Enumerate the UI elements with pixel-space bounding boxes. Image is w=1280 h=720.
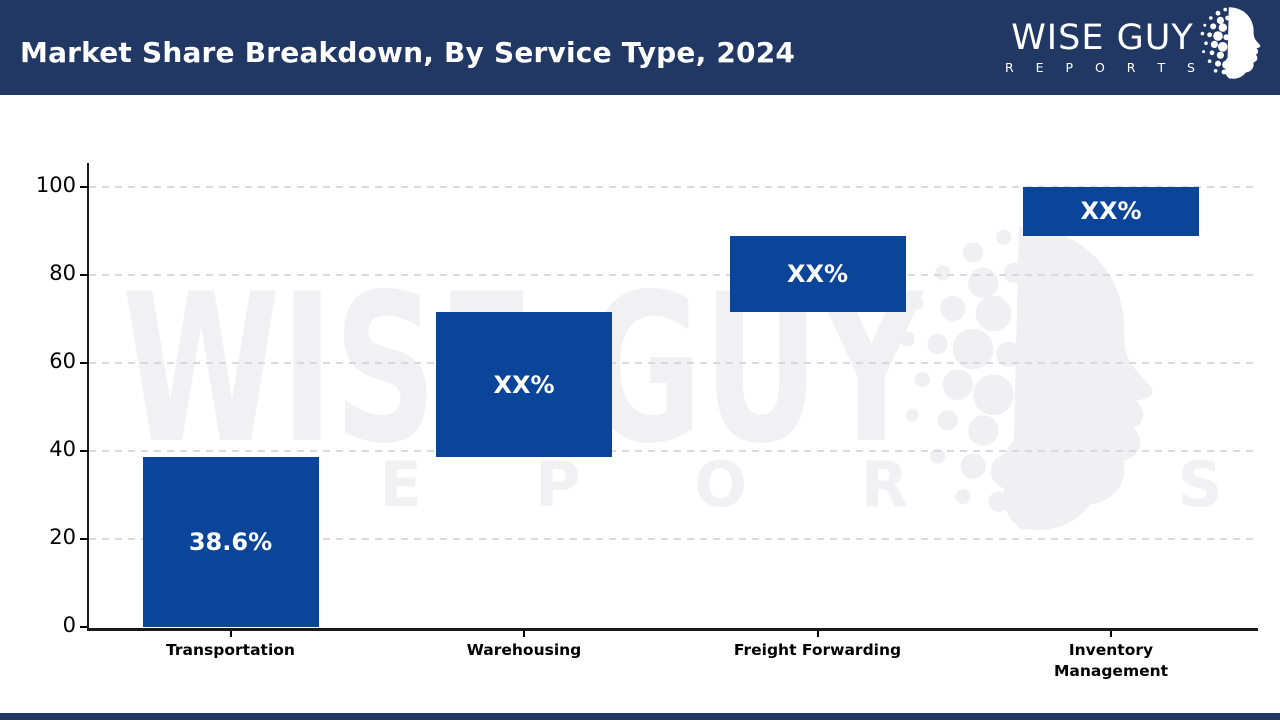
y-axis-tick-mark [79,450,87,452]
bar-value-label: XX% [493,370,555,399]
x-axis-tick-mark [1110,631,1112,637]
category-label-1: Warehousing [466,641,582,659]
y-axis-tick-mark [79,626,87,628]
brand-head-icon [1200,6,1261,79]
header-bar: Market Share Breakdown, By Service Type,… [0,0,1280,95]
gridline-40 [89,450,1257,452]
gridline-20 [89,538,1257,540]
brand-reports-text: R E P O R T S [1004,59,1204,75]
bar-2 [729,235,906,312]
bar-0 [142,457,319,627]
gridline-80 [89,274,1257,276]
y-axis-tick-mark [79,186,87,188]
y-axis-tick-label: 80 [49,261,76,285]
bar-3 [1023,187,1199,236]
y-axis-tick-mark [79,362,87,364]
y-axis-line [86,163,89,631]
category-label-0: Transportation [166,641,295,659]
brand-logo-text: WISE GUY R E P O R T S [1001,17,1204,75]
bar-value-label: XX% [1080,197,1142,226]
y-axis-tick-mark [79,274,87,276]
bar-1 [436,311,612,458]
page-title: Market Share Breakdown, By Service Type,… [20,36,796,69]
y-axis-tick-label: 100 [35,173,76,197]
bar-value-label: 38.6% [188,528,273,557]
bar-value-label: XX% [786,259,849,288]
gridline-60 [89,362,1257,364]
x-axis-tick-mark [816,631,819,637]
y-axis-tick-label: 0 [62,613,76,637]
x-axis-line [86,628,1258,631]
footer-bar [0,713,1280,720]
brand-wordmark: WISE GUY [1011,17,1194,58]
y-axis-tick-label: 20 [49,525,76,549]
gridline-100 [89,186,1257,188]
category-label-3: Inventory Management [1053,641,1169,680]
category-label-2: Freight Forwarding [733,641,902,659]
x-axis-tick-mark [523,631,525,637]
y-axis-tick-label: 60 [49,349,76,373]
brand-logo: WISE GUY R E P O R T S [1001,0,1270,95]
y-axis-tick-label: 40 [49,437,76,461]
y-axis-tick-mark [79,538,87,540]
x-axis-tick-mark [229,631,232,637]
